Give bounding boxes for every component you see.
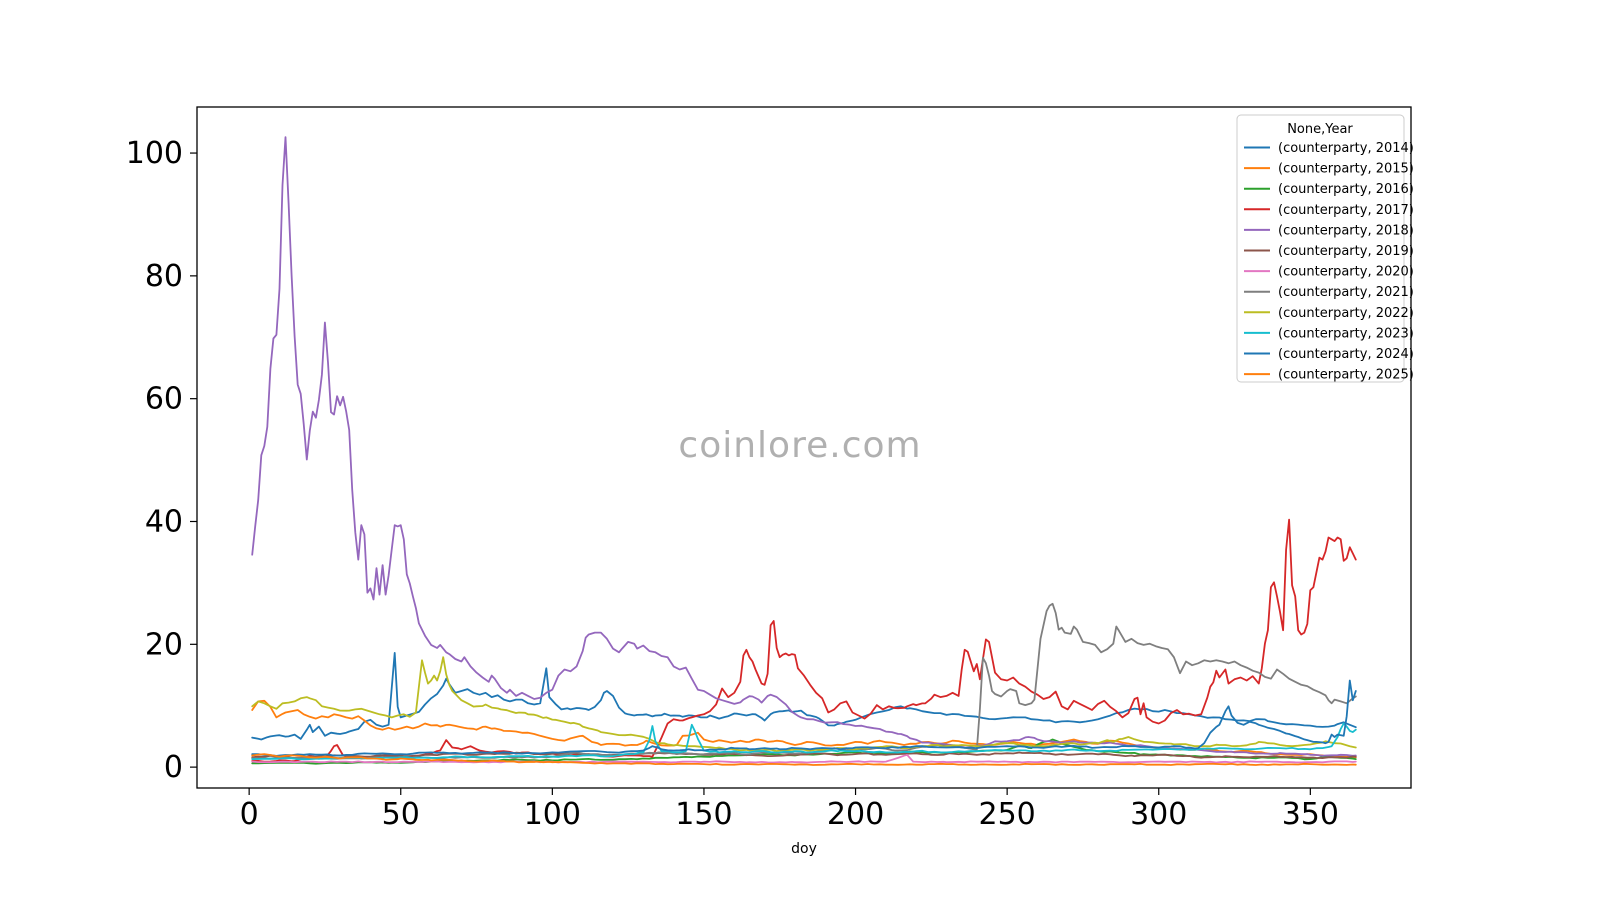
legend-entry-2023: (counterparty, 2023) (1244, 326, 1414, 341)
x-tick-label: 100 (524, 797, 581, 832)
legend-entry-2017: (counterparty, 2017) (1244, 203, 1414, 218)
x-axis-label: doy (791, 841, 817, 857)
legend-entries: (counterparty, 2014) (counterparty, 2015)… (1244, 141, 1414, 383)
legend-entry-label: (counterparty, 2024) (1278, 347, 1414, 362)
legend-entry-label: (counterparty, 2020) (1278, 265, 1414, 280)
legend-entry-label: (counterparty, 2023) (1278, 326, 1414, 341)
legend-entry-2021: (counterparty, 2021) (1244, 285, 1414, 300)
y-tick-label: 60 (145, 382, 183, 417)
y-tick-label: 100 (126, 136, 183, 171)
legend-entry-2025: (counterparty, 2025) (1244, 368, 1414, 383)
legend-entry-label: (counterparty, 2015) (1278, 162, 1414, 177)
series-line-2017 (251, 518, 1357, 763)
legend-entry-label: (counterparty, 2025) (1278, 368, 1414, 383)
legend-entry-2024: (counterparty, 2024) (1244, 347, 1414, 362)
x-tick-label: 250 (979, 797, 1036, 832)
legend-box: None,Year (counterparty, 2014)(counterpa… (1236, 114, 1414, 383)
series-line-2023 (251, 722, 1357, 761)
legend-entry-2015: (counterparty, 2015) (1244, 162, 1414, 177)
legend-entry-2020: (counterparty, 2020) (1244, 265, 1414, 280)
y-axis-ticks: 0 20 40 60 80 100 (126, 136, 197, 785)
series-line-2014 (251, 652, 1357, 741)
x-tick-label: 50 (382, 797, 420, 832)
x-tick-label: 0 (240, 797, 259, 832)
x-tick-label: 150 (675, 797, 732, 832)
series-line-2020 (251, 753, 1357, 764)
legend-entry-2019: (counterparty, 2019) (1244, 244, 1414, 259)
legend-entry-2022: (counterparty, 2022) (1244, 306, 1414, 321)
y-tick-label: 80 (145, 259, 183, 294)
legend-entry-label: (counterparty, 2019) (1278, 244, 1414, 259)
legend-entry-2014: (counterparty, 2014) (1244, 141, 1414, 156)
legend-title: None,Year (1287, 122, 1353, 137)
legend-entry-label: (counterparty, 2022) (1278, 306, 1414, 321)
series-line-2022 (251, 656, 1357, 752)
x-tick-label: 300 (1130, 797, 1187, 832)
legend-entry-2016: (counterparty, 2016) (1244, 182, 1414, 197)
x-axis-ticks: 0 50 100 150 200 250 300 350 (240, 788, 1339, 832)
legend-entry-label: (counterparty, 2016) (1278, 182, 1414, 197)
series-line-2024 (251, 679, 1357, 757)
series-lines (251, 136, 1357, 766)
watermark-text: coinlore.com (678, 425, 921, 466)
y-tick-label: 40 (145, 504, 183, 539)
legend-entry-2018: (counterparty, 2018) (1244, 223, 1414, 238)
x-tick-label: 350 (1282, 797, 1339, 832)
plot-frame (196, 106, 1412, 789)
legend-entry-label: (counterparty, 2014) (1278, 141, 1414, 156)
y-tick-label: 0 (164, 750, 183, 785)
legend-entry-label: (counterparty, 2021) (1278, 285, 1414, 300)
x-tick-label: 200 (827, 797, 884, 832)
series-line-2025 (251, 753, 1357, 766)
series-line-2019 (251, 751, 1357, 759)
legend-entry-label: (counterparty, 2018) (1278, 223, 1414, 238)
y-tick-label: 20 (145, 627, 183, 662)
series-line-2021 (251, 602, 1357, 760)
legend-frame (1236, 114, 1405, 383)
legend-entry-label: (counterparty, 2017) (1278, 203, 1414, 218)
